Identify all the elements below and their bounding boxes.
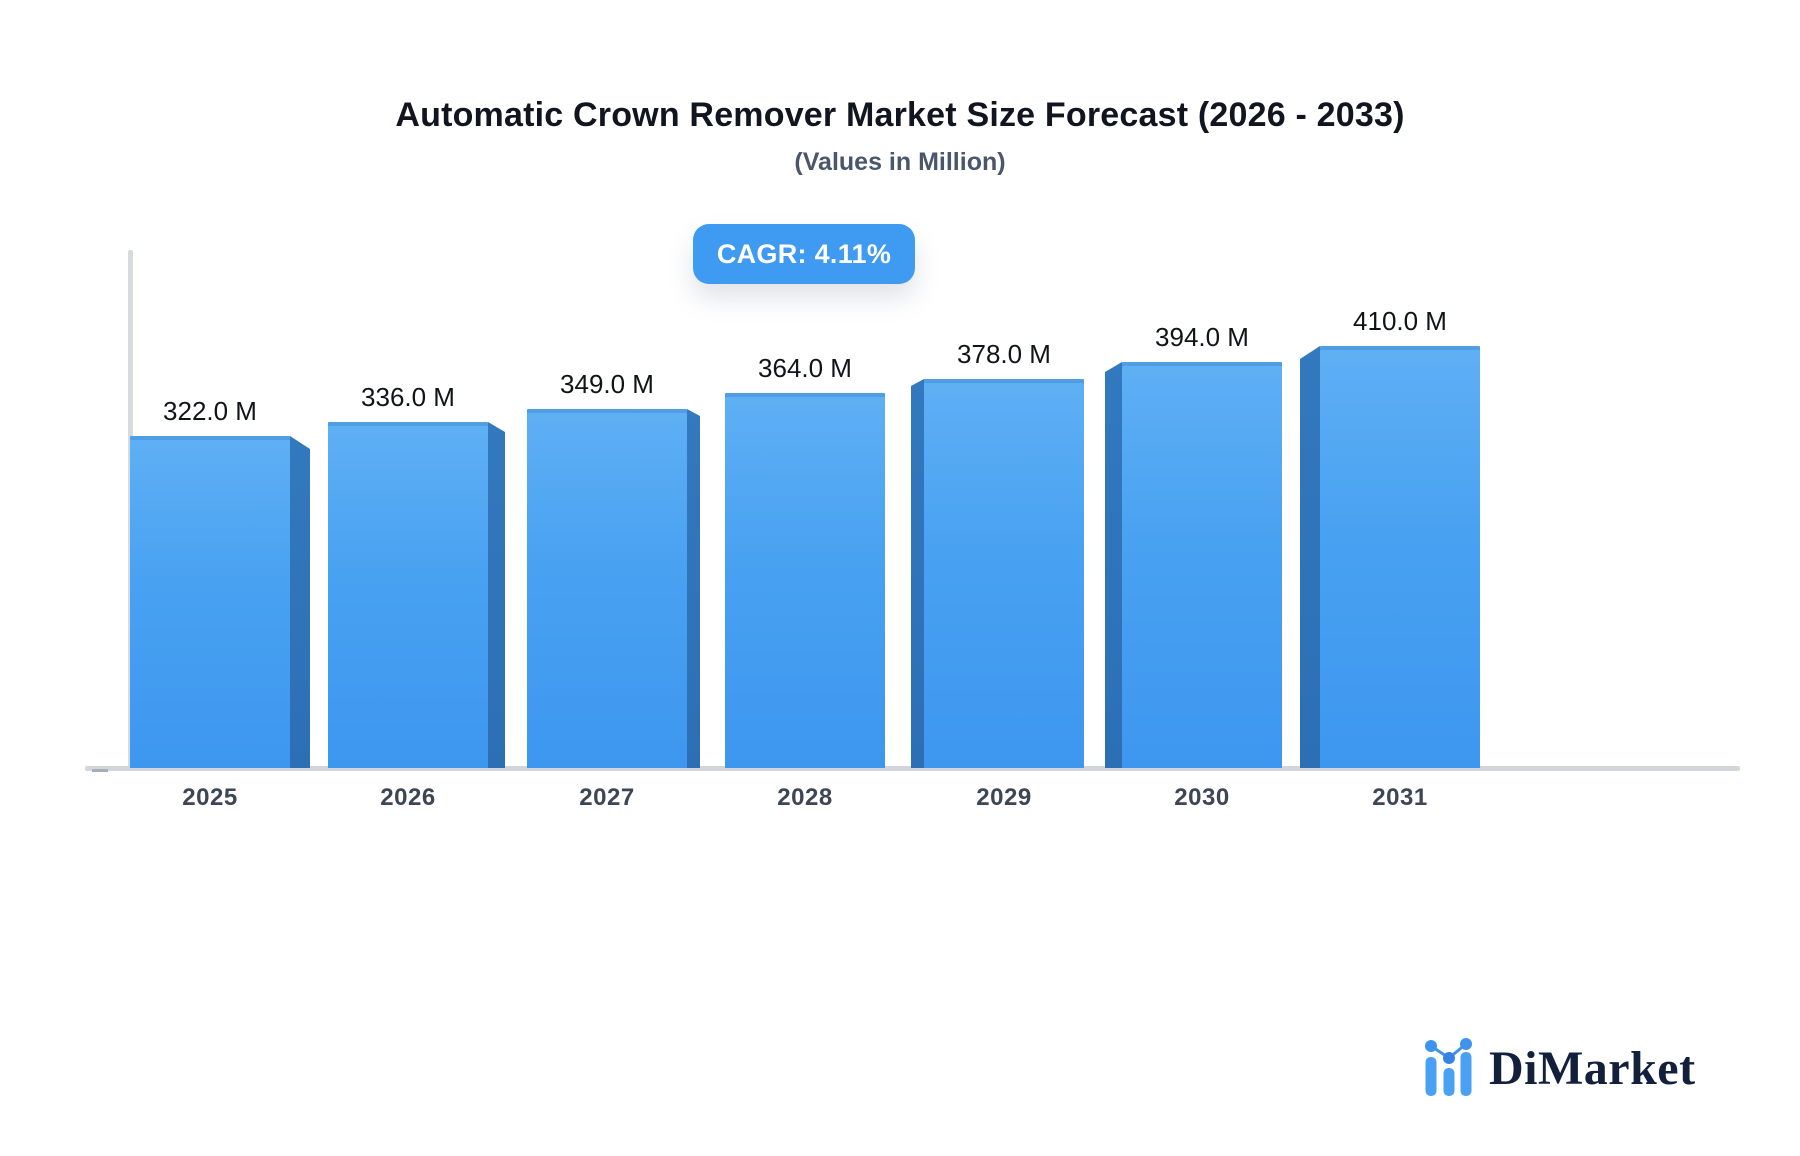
cagr-badge: CAGR: 4.11% <box>693 224 915 284</box>
bar-value-label: 364.0 M <box>758 353 852 383</box>
bar-value-label: 322.0 M <box>163 396 257 426</box>
bar-value-label: 349.0 M <box>560 369 654 399</box>
x-tick-label-2028: 2028 <box>777 784 833 811</box>
bar-2029 <box>924 379 1084 768</box>
cagr-badge-label: CAGR: 4.11% <box>716 238 892 269</box>
bar-2030 <box>1122 362 1282 768</box>
bar-2028 <box>725 393 885 768</box>
bar-2027 <box>527 409 687 768</box>
bar-2026 <box>328 422 488 768</box>
mini-bar-chart-logo-icon <box>1423 1038 1473 1098</box>
x-tick-label-2030: 2030 <box>1174 784 1230 811</box>
bar-3d-side-2030 <box>1105 362 1122 768</box>
bar-3d-side-2029 <box>911 379 924 768</box>
bar-3d-side-2031 <box>1300 346 1320 768</box>
x-tick-label-2029: 2029 <box>976 784 1032 811</box>
x-tick-label-2025: 2025 <box>182 784 238 811</box>
bar-value-label: 410.0 M <box>1353 306 1447 336</box>
x-axis-line <box>85 766 1740 771</box>
bar-3d-side-2027 <box>687 409 700 768</box>
brand-name: DiMarket <box>1489 1041 1696 1095</box>
x-tick-label-2027: 2027 <box>579 784 635 811</box>
bar-value-label: 394.0 M <box>1155 322 1249 352</box>
chart-subtitle: (Values in Million) <box>794 148 1006 176</box>
bar-3d-side-2025 <box>290 436 310 768</box>
bar-2031 <box>1320 346 1480 768</box>
x-tick-label-2026: 2026 <box>380 784 436 811</box>
zero-tick-mark <box>92 769 108 772</box>
brand-logo: DiMarket <box>1423 1038 1696 1098</box>
bar-3d-side-2026 <box>488 422 505 768</box>
chart-title: Automatic Crown Remover Market Size Fore… <box>395 96 1405 134</box>
bar-2025 <box>130 436 290 768</box>
bar-value-label: 378.0 M <box>957 339 1051 369</box>
bar-value-label: 336.0 M <box>361 382 455 412</box>
x-tick-label-2031: 2031 <box>1372 784 1428 811</box>
